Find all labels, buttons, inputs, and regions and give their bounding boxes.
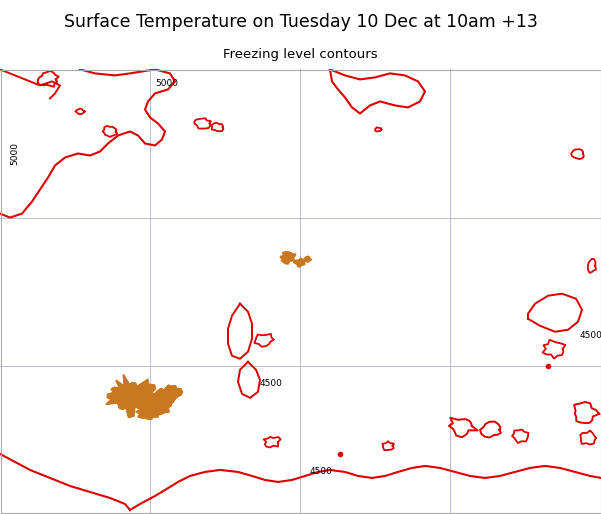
Text: 5000: 5000	[155, 79, 178, 88]
Polygon shape	[136, 405, 159, 419]
Polygon shape	[303, 256, 312, 262]
Text: Surface Temperature on Tuesday 10 Dec at 10am +13: Surface Temperature on Tuesday 10 Dec at…	[64, 13, 537, 31]
Text: 5000: 5000	[10, 142, 19, 165]
Text: 4500: 4500	[310, 467, 333, 476]
Text: 4500: 4500	[260, 379, 283, 388]
Polygon shape	[141, 389, 175, 415]
Polygon shape	[293, 259, 305, 267]
Polygon shape	[162, 386, 182, 398]
Text: Freezing level contours: Freezing level contours	[223, 48, 378, 61]
Text: 4500: 4500	[580, 331, 601, 340]
Polygon shape	[280, 252, 296, 264]
Polygon shape	[106, 375, 159, 417]
